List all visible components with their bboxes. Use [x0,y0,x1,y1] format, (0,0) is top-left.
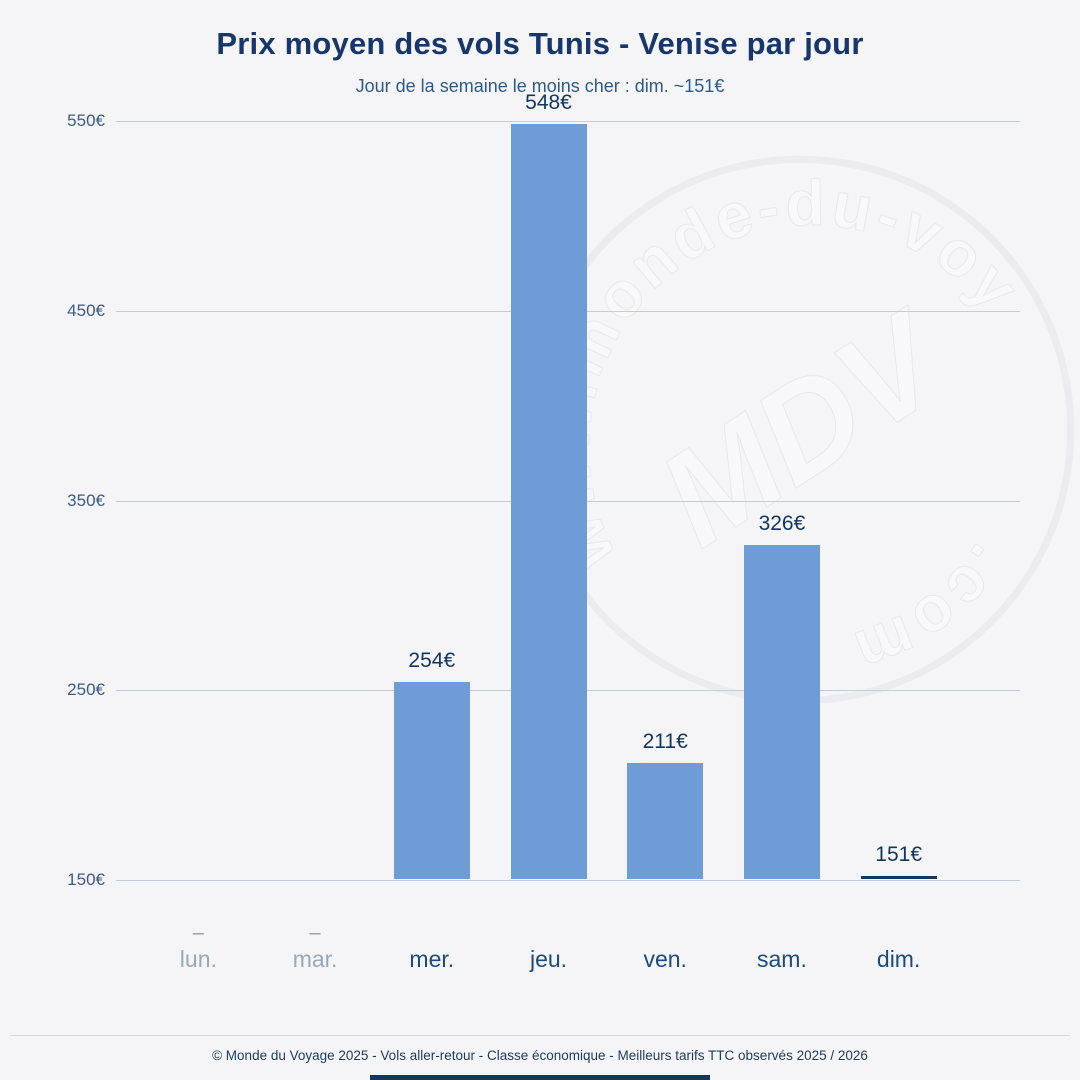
bar-value-jeu: 548€ [525,90,572,114]
bottom-bar [370,1075,710,1080]
xtick-sam: sam. [757,946,807,972]
plot-area: 150€ 250€ 350€ 450€ 550€ – lun. – mar. 254€ mer. 54… [67,91,1020,972]
ytick-450: 450€ [67,300,105,320]
bar-value-sam: 326€ [758,512,806,536]
xtick-mer: mer. [409,946,455,972]
bar-jeu [510,123,587,879]
chart-title: Prix moyen des vols Tunis - Venise par j… [216,26,864,61]
ytick-350: 350€ [67,490,105,510]
ytick-550: 550€ [67,111,105,130]
missing-marker-mar: – [309,922,321,944]
xtick-ven: ven. [643,946,687,972]
bar-value-ven: 211€ [642,730,688,754]
xtick-dim: dim. [876,946,921,972]
bar-mer [393,681,470,879]
xtick-jeu: jeu. [529,946,568,972]
gridline-150 [116,880,1020,881]
ytick-250: 250€ [67,680,105,700]
bar-ven [627,763,704,879]
chart-subtitle: Jour de la semaine le moins cher : dim. … [355,76,725,96]
bar-value-mer: 254€ [408,648,456,672]
gridline-550 [116,121,1020,122]
xtick-mar: mar. [292,946,338,972]
missing-marker-lun: – [192,922,204,944]
footer-divider [10,1035,1070,1036]
bar-dim [860,875,937,879]
xtick-lun: lun. [179,946,217,972]
ytick-150: 150€ [67,870,105,889]
bar-sam [743,545,820,879]
bar-value-dim: 151€ [875,842,922,866]
footer-note: © Monde du Voyage 2025 - Vols aller-reto… [212,1048,868,1063]
